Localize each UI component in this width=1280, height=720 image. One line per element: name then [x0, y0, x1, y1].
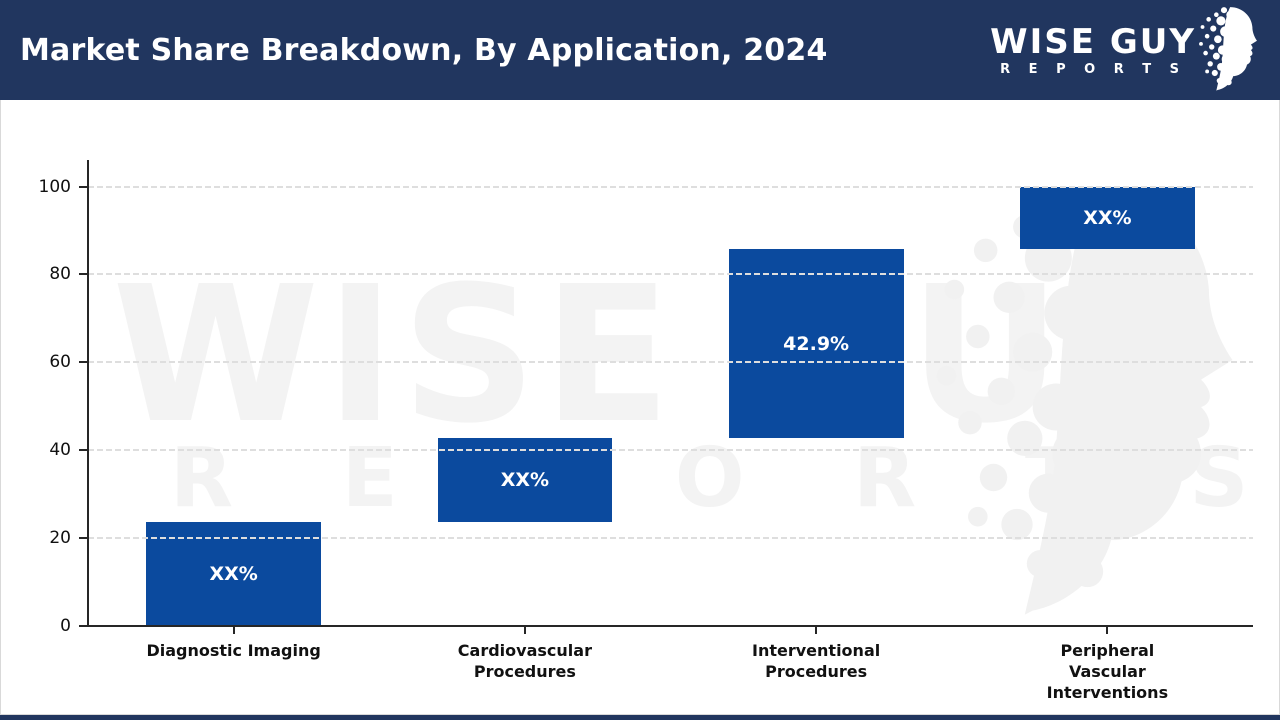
y-tick-label: 100: [38, 176, 71, 197]
x-tick-mark: [815, 626, 818, 634]
y-tick-label: 80: [49, 264, 71, 285]
x-tick-mark: [232, 626, 235, 634]
gridline: [88, 273, 1253, 276]
y-tick-mark: [79, 185, 87, 188]
wiseguy-head-icon: [1199, 7, 1257, 91]
bar: [728, 249, 904, 438]
y-axis-line: [87, 160, 89, 627]
x-category-label: Cardiovascular Procedures: [457, 641, 592, 682]
x-category-label: Peripheral Vascular Interventions: [1046, 641, 1169, 703]
wiseguy-logo: WISE GUY R E P O R T S: [990, 4, 1266, 96]
y-tick-label: 40: [49, 440, 71, 461]
y-tick-label: 0: [60, 616, 71, 636]
x-tick-mark: [1106, 626, 1109, 634]
y-tick-label: 60: [49, 352, 71, 373]
gridline: [88, 361, 1253, 364]
bar-value-label: 42.9%: [783, 332, 850, 355]
y-tick-label: 20: [49, 528, 71, 549]
y-tick-mark: [79, 449, 87, 452]
x-tick-mark: [523, 626, 526, 634]
y-tick-mark: [79, 625, 87, 627]
logo-name: WISE GUY: [990, 21, 1196, 62]
bar-value-label: XX%: [1083, 207, 1132, 230]
gridline: [88, 449, 1253, 452]
bar-value-label: XX%: [209, 562, 258, 585]
bar: [146, 521, 321, 626]
logo-text: WISE GUY R E P O R T S: [990, 25, 1196, 76]
x-category-label: Interventional Procedures: [752, 641, 881, 682]
y-tick-mark: [79, 537, 87, 540]
bar-value-label: XX%: [500, 468, 550, 491]
y-tick-mark: [79, 361, 87, 364]
gridline: [88, 537, 1253, 540]
bar: [437, 437, 613, 522]
gridline: [88, 185, 1253, 188]
bar: [1020, 186, 1195, 250]
chart-title: Market Share Breakdown, By Application, …: [20, 32, 828, 68]
x-category-label: Diagnostic Imaging: [146, 641, 321, 660]
logo-subtitle: R E P O R T S: [1000, 61, 1187, 77]
x-axis-line: [87, 625, 1253, 627]
report-header: Market Share Breakdown, By Application, …: [0, 0, 1280, 100]
footer-strip: [0, 715, 1280, 720]
y-tick-mark: [79, 273, 87, 276]
